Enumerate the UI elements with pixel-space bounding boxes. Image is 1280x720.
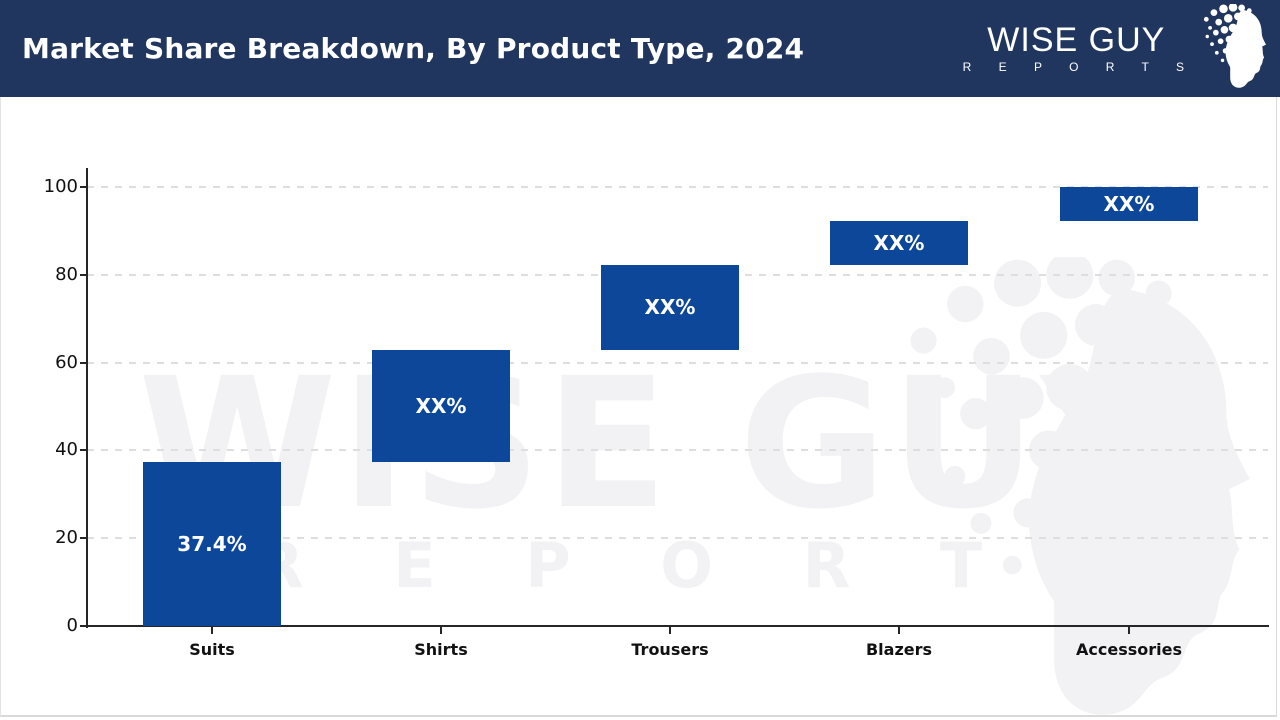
x-tick-label-suits: Suits [189,640,235,659]
x-axis-tick-trousers [669,626,671,634]
bar-value-label: XX% [415,393,467,418]
y-axis-tick-20 [80,537,87,540]
y-tick-label-40: 40 [55,439,78,461]
bar-value-label: XX% [1103,191,1155,216]
x-axis-line [86,625,1269,627]
brand-logo-text: WISE GUY R E P O R T S [957,21,1196,74]
bar-trousers: XX% [601,264,739,350]
gridline-20 [87,537,1268,540]
gridline-100 [87,186,1268,188]
x-tick-label-blazers: Blazers [865,640,933,659]
bar-value-label: XX% [873,230,925,255]
y-axis-line [86,168,88,628]
brand-logo: WISE GUY R E P O R T S [957,2,1270,94]
bar-shirts: XX% [372,349,510,462]
header-bar: Market Share Breakdown, By Product Type,… [0,0,1280,97]
x-axis-tick-accessories [1128,626,1130,634]
watermark-subtext: R E P O R T S [256,529,1151,602]
y-tick-label-20: 20 [55,527,78,549]
x-axis-tick-shirts [440,626,442,634]
y-tick-label-0: 0 [66,615,78,636]
y-tick-label-60: 60 [55,351,78,373]
bar-suits: 37.4% [143,461,281,626]
watermark-head-icon [880,251,1270,720]
bar-value-label: 37.4% [177,531,247,556]
y-tick-label-80: 80 [55,263,78,285]
gridline-60 [87,361,1268,364]
y-axis-tick-100 [80,186,87,188]
brand-name: WISE GUY [987,21,1166,60]
bar-accessories: XX% [1060,187,1198,221]
gridline-40 [87,449,1268,452]
x-tick-label-trousers: Trousers [631,640,709,659]
x-axis-tick-suits [211,626,213,634]
y-tick-label-100: 100 [43,176,78,197]
y-axis-tick-80 [80,273,87,276]
x-axis-tick-blazers [898,626,900,634]
wiseguy-head-icon [1198,2,1270,94]
page-title: Market Share Breakdown, By Product Type,… [22,32,805,65]
x-tick-label-shirts: Shirts [414,640,468,659]
watermark-text: WISE GUY [138,340,1176,549]
brand-subname: R E P O R T S [962,59,1196,74]
y-axis-tick-60 [80,361,87,364]
y-axis-tick-40 [80,449,87,452]
x-tick-label-accessories: Accessories [1076,640,1182,659]
bar-blazers: XX% [830,220,968,265]
bar-value-label: XX% [644,295,696,320]
y-axis-tick-0 [80,625,87,627]
